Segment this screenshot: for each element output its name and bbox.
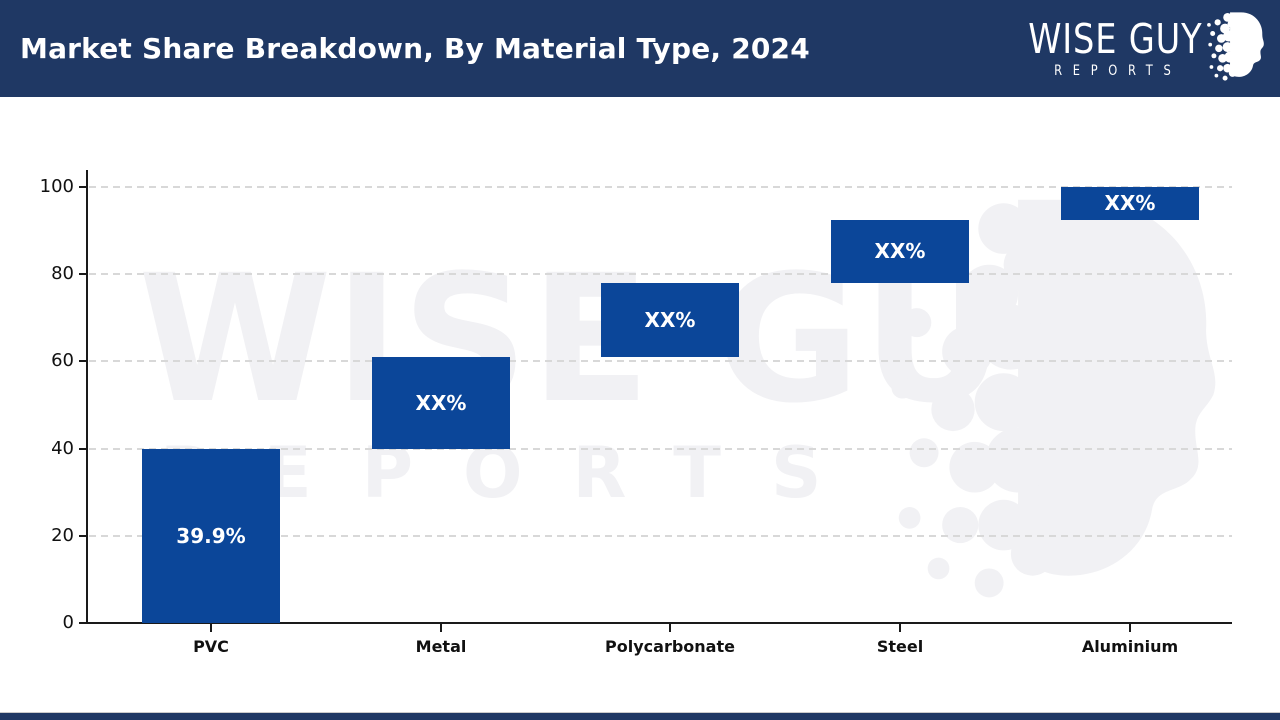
y-tick-mark — [79, 360, 87, 363]
y-tick-mark — [79, 447, 87, 450]
x-tick-mark — [899, 624, 901, 632]
y-tick-label: 0 — [62, 612, 74, 633]
x-tick-mark — [669, 624, 671, 632]
category-label-Metal: Metal — [415, 637, 467, 656]
wiseguy-logo: WISE GUY REPORTS — [990, 8, 1266, 90]
logo-head-icon — [1207, 11, 1264, 81]
bar-value-label: XX% — [874, 239, 926, 264]
y-tick-mark — [79, 273, 87, 276]
y-tick-mark — [79, 622, 87, 624]
y-axis-line — [86, 170, 88, 624]
y-tick-label: 100 — [39, 176, 74, 197]
header-bar: Market Share Breakdown, By Material Type… — [0, 0, 1280, 97]
page-title: Market Share Breakdown, By Material Type… — [20, 32, 810, 65]
category-label-PVC: PVC — [193, 637, 229, 656]
y-tick-mark — [79, 534, 87, 537]
gridline-20 — [89, 534, 1232, 537]
bar-PVC: 39.9% — [142, 449, 280, 623]
gridline-40 — [89, 447, 1232, 450]
footer-bar — [0, 712, 1280, 720]
bar-value-label: XX% — [1104, 191, 1156, 216]
y-tick-mark — [79, 186, 87, 188]
y-tick-label: 40 — [51, 437, 74, 459]
x-tick-mark — [440, 624, 442, 632]
category-label-Steel: Steel — [876, 637, 924, 656]
bar-Metal: XX% — [372, 357, 510, 450]
bar-value-label: XX% — [644, 307, 696, 332]
x-tick-mark — [1129, 624, 1131, 632]
bar-Aluminium: XX% — [1061, 187, 1199, 220]
watermark-head-icon — [884, 199, 1216, 598]
y-tick-label: 80 — [51, 263, 74, 285]
gridline-100 — [89, 186, 1232, 188]
bar-value-label: 39.9% — [176, 524, 246, 548]
y-tick-label: 20 — [51, 524, 74, 546]
category-label-Polycarbonate: Polycarbonate — [605, 637, 735, 656]
x-axis-line — [86, 622, 1232, 624]
gridline-80 — [89, 273, 1232, 276]
bar-Steel: XX% — [831, 219, 969, 283]
x-tick-mark — [210, 624, 212, 632]
y-tick-label: 60 — [51, 350, 74, 372]
gridline-60 — [89, 360, 1232, 363]
category-label-Aluminium: Aluminium — [1081, 637, 1179, 656]
bar-value-label: XX% — [415, 391, 467, 416]
logo-subtitle: REPORTS — [1053, 62, 1181, 79]
logo-name: WISE GUY — [1027, 14, 1202, 63]
bar-Polycarbonate: XX% — [601, 282, 739, 358]
